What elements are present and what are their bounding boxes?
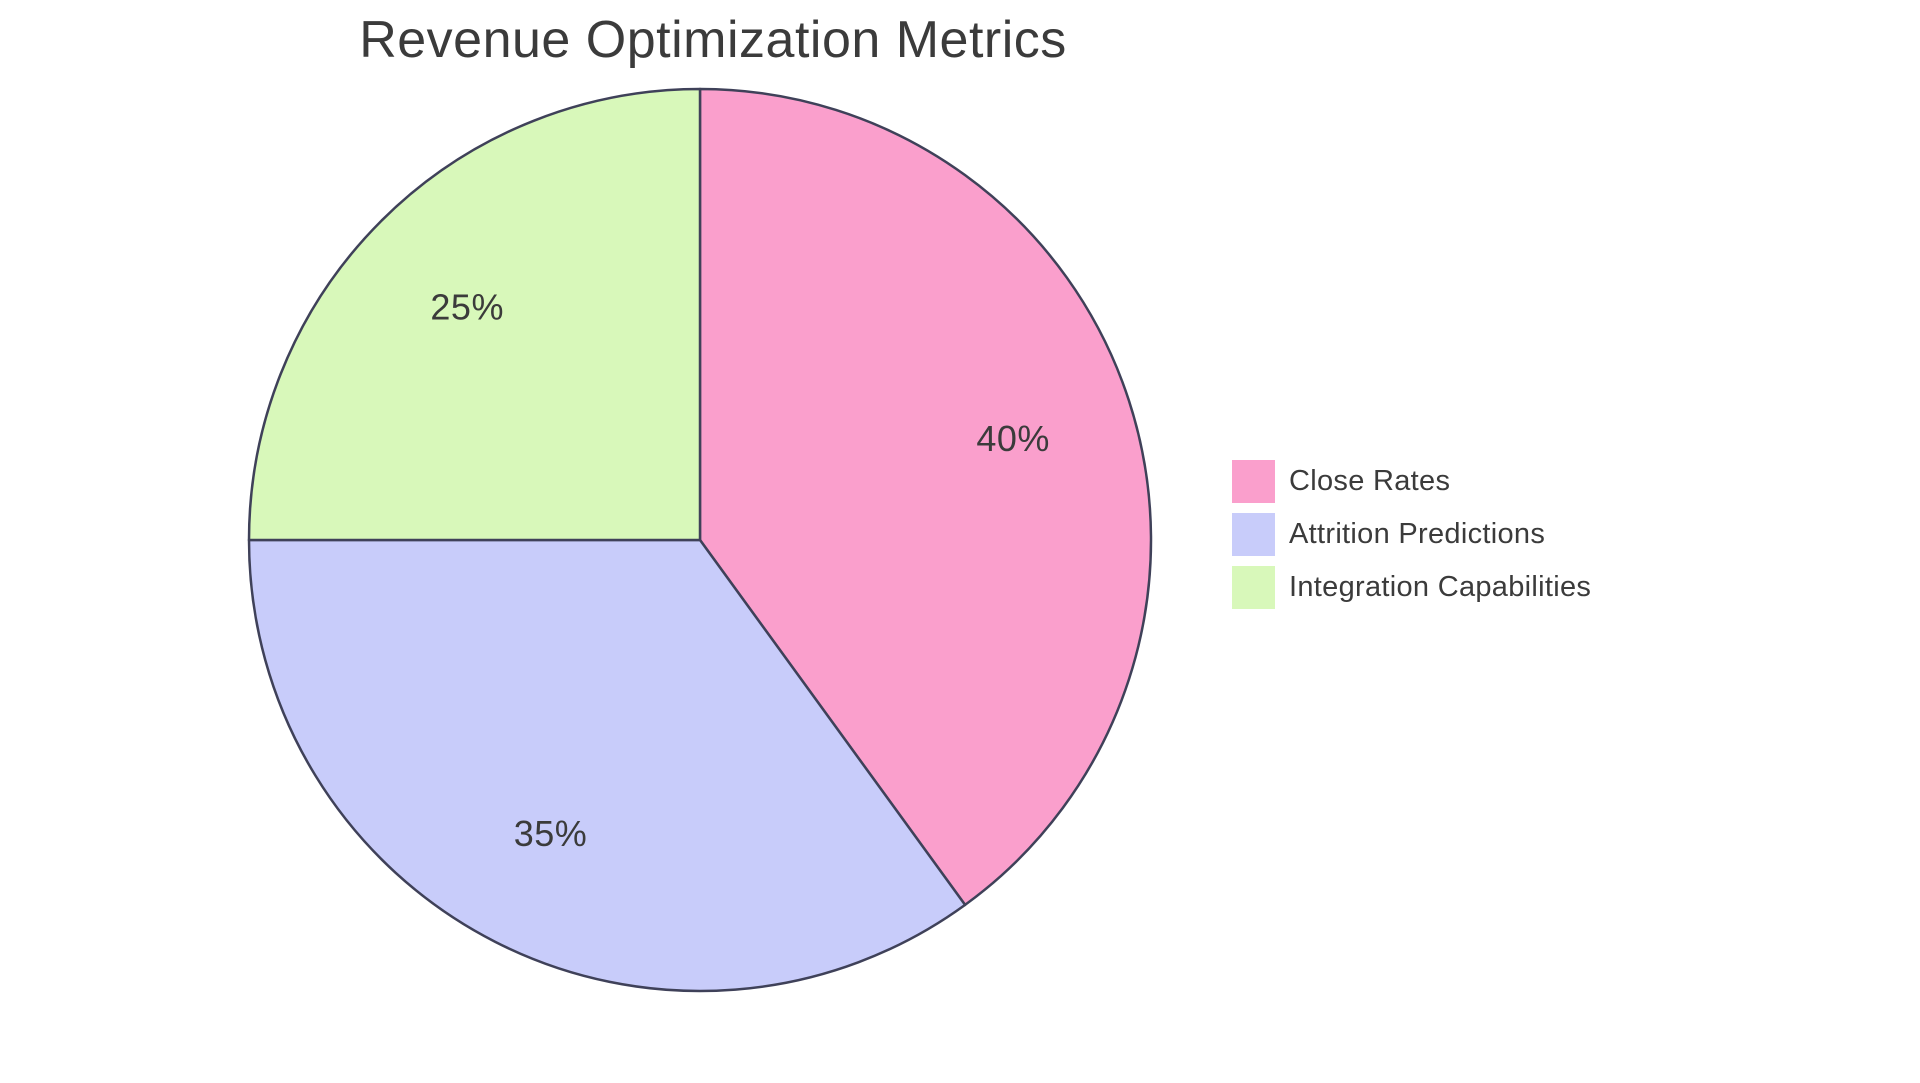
pie-slice-close-rates <box>698 87 1153 907</box>
pie-slices <box>247 87 1153 993</box>
legend-label-integration-capabilities: Integration Capabilities <box>1289 571 1592 603</box>
legend-item-integration-capabilities: Integration Capabilities <box>1232 566 1591 609</box>
slice-label-integration-capabilities: 25% <box>430 287 504 328</box>
slice-label-attrition-predictions: 35% <box>514 813 588 854</box>
pie-slice-integration-capabilities <box>247 87 702 542</box>
legend-swatch-integration-capabilities <box>1232 566 1275 609</box>
legend: Close Rates Attrition Predictions Integr… <box>1232 460 1591 609</box>
legend-label-attrition-predictions: Attrition Predictions <box>1289 518 1546 550</box>
legend-swatch-attrition-predictions <box>1232 513 1275 556</box>
pie-slice-attrition-predictions <box>247 538 967 993</box>
slice-label-close-rates: 40% <box>976 418 1050 459</box>
legend-swatch-close-rates <box>1232 460 1275 503</box>
legend-item-attrition-predictions: Attrition Predictions <box>1232 513 1591 556</box>
legend-item-close-rates: Close Rates <box>1232 460 1591 503</box>
pie-slice-labels: 40% 35% 25% <box>430 287 1049 854</box>
chart-title: Revenue Optimization Metrics <box>359 11 1067 69</box>
legend-label-close-rates: Close Rates <box>1289 465 1451 497</box>
